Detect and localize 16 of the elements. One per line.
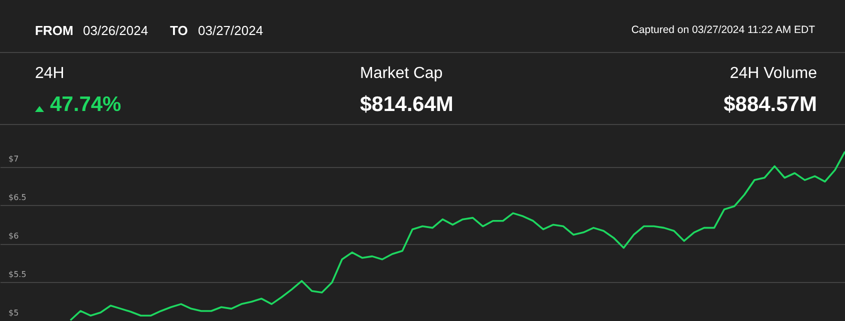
y-tick-label: $6.5	[8, 192, 26, 202]
text: Captured on 03/27/2024 11:22 AM EDT	[631, 24, 815, 36]
text: $884.57M	[724, 93, 817, 117]
text: $814.64M	[360, 93, 454, 117]
text: 24H Volume	[730, 65, 817, 83]
y-tick-label: $7	[8, 154, 19, 164]
y-tick-label: $5.5	[8, 270, 26, 279]
text: TO	[170, 23, 188, 38]
text: 03/27/2024	[198, 23, 264, 38]
y-tick-label: $6	[8, 231, 19, 240]
text: 24H	[35, 65, 64, 83]
text: 03/26/2024	[83, 23, 148, 38]
text: Market Cap	[360, 65, 443, 83]
y-tick-label: $5	[8, 308, 19, 318]
text: FROM	[35, 23, 74, 38]
text: 47.74%	[50, 93, 122, 117]
